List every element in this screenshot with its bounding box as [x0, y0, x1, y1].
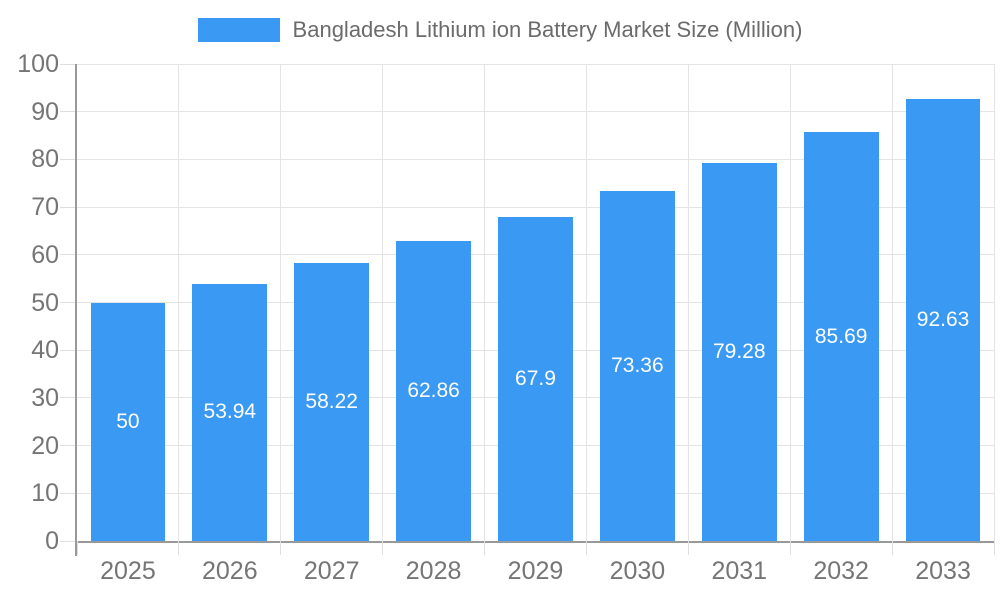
x-axis-tick	[76, 541, 78, 555]
y-axis-extension	[75, 541, 77, 556]
bar-value-label: 79.28	[712, 339, 766, 363]
x-axis-tick-label: 2025	[100, 557, 156, 585]
bar-value-label: 73.36	[611, 354, 664, 378]
y-axis-tick	[60, 540, 75, 542]
x-axis-tick-label: 2031	[711, 557, 768, 585]
bar-2032[interactable]: 85.69	[803, 132, 879, 541]
bar-value-label: 85.69	[814, 324, 868, 348]
y-axis-tick	[60, 63, 75, 65]
bar-2028[interactable]: 62.86	[396, 241, 472, 541]
y-axis-tick	[60, 349, 75, 351]
x-axis-tick	[789, 541, 791, 555]
bar-value-label: 62.86	[407, 379, 460, 403]
x-axis-tick	[178, 541, 180, 555]
y-axis-tick-label: 80	[31, 145, 59, 174]
x-axis-tick-label: 2028	[405, 557, 462, 585]
y-axis-tick-label: 90	[31, 97, 59, 126]
bar-2027[interactable]: 58.22	[294, 263, 370, 541]
x-axis-tick-label: 2027	[303, 557, 360, 585]
x-axis-tick-label: 2032	[813, 557, 869, 585]
x-axis-tick	[891, 541, 893, 555]
y-axis-tick-label: 0	[45, 527, 59, 555]
bar-2025[interactable]: 50	[90, 302, 166, 541]
y-axis-tick-label: 40	[31, 336, 59, 365]
gridline-vertical	[382, 64, 384, 541]
gridline-horizontal	[77, 63, 994, 65]
x-axis-tick-label: 2029	[507, 557, 564, 585]
x-axis-tick	[585, 541, 587, 555]
y-axis-tick	[60, 111, 75, 113]
bar-2033[interactable]: 92.63	[905, 99, 981, 541]
y-axis-tick-label: 60	[31, 240, 59, 269]
x-axis-tick	[382, 541, 384, 555]
y-axis-tick	[60, 206, 75, 208]
legend-label: Bangladesh Lithium ion Battery Market Si…	[292, 17, 803, 42]
y-axis-tick	[60, 445, 75, 447]
x-axis-tick	[993, 541, 995, 555]
gridline-horizontal	[77, 111, 994, 113]
bar-value-label: 92.63	[916, 308, 970, 332]
y-axis-tick-label: 10	[31, 479, 59, 508]
x-axis-tick	[687, 541, 689, 555]
y-axis-tick-label: 20	[31, 431, 59, 460]
legend[interactable]: Bangladesh Lithium ion Battery Market Si…	[0, 16, 1000, 44]
bar-value-label: 50	[116, 409, 140, 433]
x-axis-tick-label: 2033	[915, 557, 971, 585]
y-axis-tick	[60, 492, 75, 494]
plot-area: 0 10 20 30 40 50 60 70 80 90 100 50 2025 53.94 2026 58.…	[17, 50, 995, 585]
x-axis-tick-label: 2030	[609, 557, 666, 585]
y-axis-tick-label: 70	[31, 193, 59, 222]
bar-value-label: 67.9	[515, 367, 556, 391]
y-axis-tick	[60, 302, 75, 303]
gridline-vertical	[280, 64, 282, 541]
gridline-horizontal	[77, 158, 994, 160]
x-axis-tick-label: 2026	[202, 557, 258, 585]
gridline-vertical	[178, 64, 180, 541]
y-axis-tick-label: 100	[17, 50, 59, 78]
y-axis-tick-label: 30	[31, 383, 59, 412]
bar-2026[interactable]: 53.94	[192, 283, 268, 541]
x-axis-tick	[484, 541, 486, 555]
gridline-vertical	[687, 64, 689, 541]
y-axis-tick-label: 50	[31, 288, 59, 317]
bar-2029[interactable]: 67.9	[498, 217, 573, 541]
bar-value-label: 53.94	[203, 400, 257, 424]
y-axis-tick	[60, 158, 75, 160]
gridline-vertical	[993, 64, 995, 541]
bar-value-label: 58.22	[305, 390, 358, 414]
gridline-vertical	[891, 64, 893, 541]
bar-2031[interactable]: 79.28	[701, 162, 777, 541]
gridline-vertical	[585, 64, 587, 541]
bar-2030[interactable]: 73.36	[599, 191, 675, 541]
gridline-vertical	[789, 64, 791, 541]
y-axis-tick	[60, 397, 75, 399]
gridline-vertical	[484, 64, 486, 541]
gridline-horizontal	[77, 206, 994, 208]
y-axis-tick	[60, 254, 75, 256]
x-axis-tick	[280, 541, 282, 555]
legend-swatch[interactable]	[197, 18, 280, 42]
